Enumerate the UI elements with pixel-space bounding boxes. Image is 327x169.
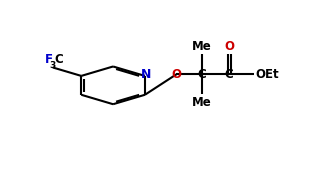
Text: C: C: [198, 68, 206, 81]
Text: O: O: [171, 68, 181, 81]
Text: Me: Me: [192, 40, 212, 53]
Text: F: F: [45, 53, 53, 66]
Text: C: C: [224, 68, 233, 81]
Text: 3: 3: [49, 61, 55, 70]
Text: Me: Me: [192, 96, 212, 109]
Text: OEt: OEt: [256, 68, 279, 81]
Text: N: N: [141, 68, 151, 81]
Text: O: O: [225, 40, 235, 53]
Text: C: C: [55, 53, 63, 66]
